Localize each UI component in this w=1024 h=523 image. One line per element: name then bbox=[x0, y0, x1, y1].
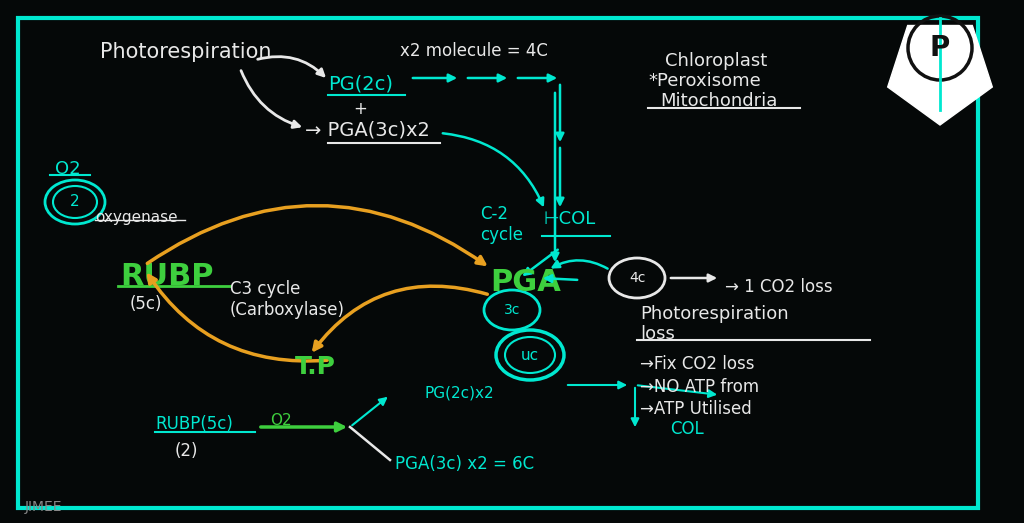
Text: C3 cycle
(Carboxylase): C3 cycle (Carboxylase) bbox=[230, 280, 345, 319]
Text: PG(2c)x2: PG(2c)x2 bbox=[425, 385, 495, 400]
Text: x2 molecule = 4C: x2 molecule = 4C bbox=[400, 42, 548, 60]
Text: Photorespiration: Photorespiration bbox=[100, 42, 271, 62]
Text: ⊢COL: ⊢COL bbox=[543, 210, 595, 228]
Text: →ATP Utilised: →ATP Utilised bbox=[640, 400, 752, 418]
Text: T.P: T.P bbox=[295, 355, 336, 379]
Text: (5c): (5c) bbox=[130, 295, 163, 313]
Text: PG(2c): PG(2c) bbox=[328, 75, 393, 94]
Text: P: P bbox=[930, 34, 950, 62]
Text: PGA(3c) x2 = 6C: PGA(3c) x2 = 6C bbox=[395, 455, 535, 473]
Text: 4c: 4c bbox=[629, 271, 645, 285]
Text: JIMEE: JIMEE bbox=[25, 500, 62, 514]
Text: 2: 2 bbox=[71, 195, 80, 210]
Text: PGA: PGA bbox=[490, 268, 561, 297]
Text: Mitochondria: Mitochondria bbox=[660, 92, 777, 110]
Text: →NO ATP from: →NO ATP from bbox=[640, 378, 759, 396]
Text: → PGA(3c)x2: → PGA(3c)x2 bbox=[305, 120, 430, 139]
Text: oxygenase: oxygenase bbox=[95, 210, 177, 225]
Text: RUBP: RUBP bbox=[120, 262, 213, 291]
Text: COL: COL bbox=[670, 420, 703, 438]
Text: (2): (2) bbox=[175, 442, 199, 460]
Text: RUBP(5c): RUBP(5c) bbox=[155, 415, 232, 433]
Text: C-2
cycle: C-2 cycle bbox=[480, 205, 523, 244]
Text: *Peroxisome: *Peroxisome bbox=[648, 72, 761, 90]
Text: O2: O2 bbox=[270, 413, 292, 428]
Text: → 1 CO2 loss: → 1 CO2 loss bbox=[725, 278, 833, 296]
Text: uc: uc bbox=[521, 347, 539, 362]
Text: loss: loss bbox=[640, 325, 675, 343]
Text: O2: O2 bbox=[55, 160, 81, 178]
Text: 3c: 3c bbox=[504, 303, 520, 317]
Text: Photorespiration: Photorespiration bbox=[640, 305, 788, 323]
Text: +: + bbox=[353, 100, 367, 118]
Text: →Fix CO2 loss: →Fix CO2 loss bbox=[640, 355, 755, 373]
Text: Chloroplast: Chloroplast bbox=[665, 52, 767, 70]
